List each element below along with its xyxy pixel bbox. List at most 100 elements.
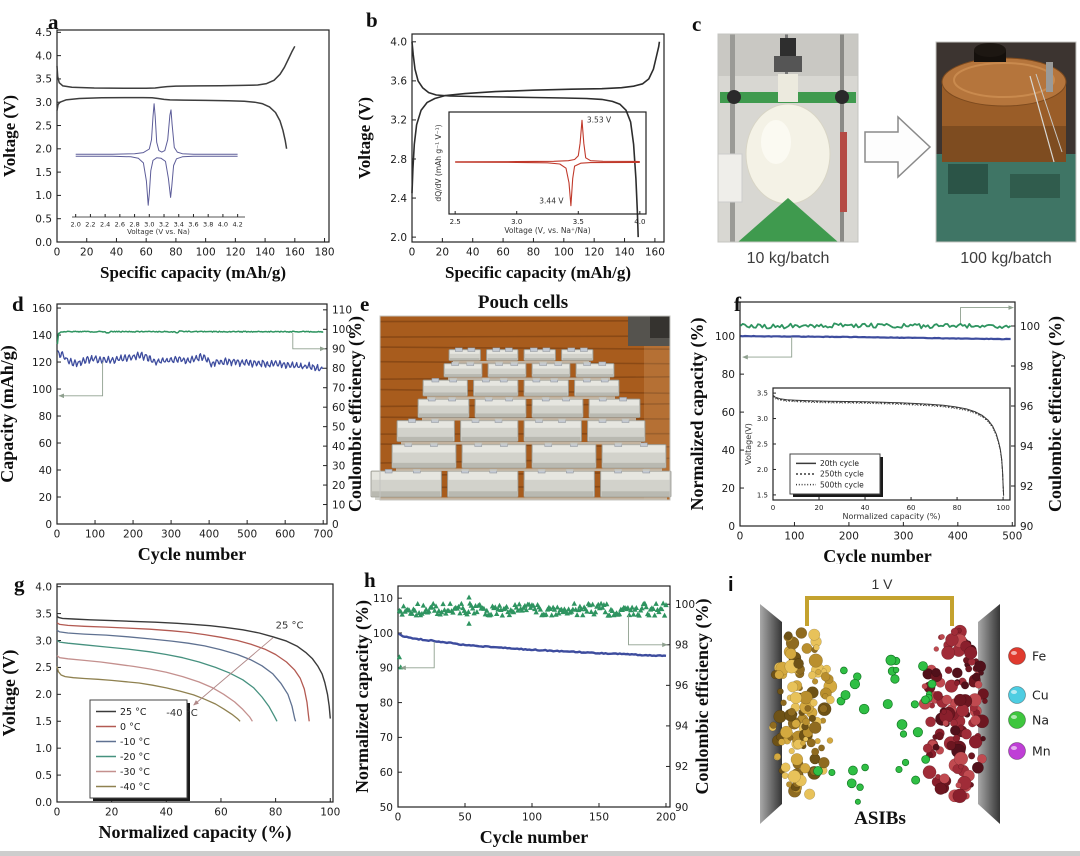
svg-text:50: 50 — [332, 421, 345, 433]
svg-text:0: 0 — [409, 247, 416, 259]
panel-letter-e: e — [360, 292, 370, 316]
series-cycle-250 — [772, 395, 1005, 496]
series-coulombic-efficiency — [397, 594, 669, 670]
svg-text:20: 20 — [436, 247, 449, 259]
svg-text:110: 110 — [332, 305, 352, 317]
svg-text:1.0: 1.0 — [35, 190, 52, 202]
element-legend: Fe Cu Na Mn — [1008, 647, 1051, 760]
svg-text:3.0: 3.0 — [511, 218, 522, 226]
svg-text:0.5: 0.5 — [35, 213, 52, 225]
svg-text:2.5: 2.5 — [35, 662, 52, 674]
svg-text:Normalized capacity (%): Normalized capacity (%) — [356, 600, 373, 793]
svg-text:Coulombic efficiency (%): Coulombic efficiency (%) — [1045, 316, 1066, 512]
panel-letter-b: b — [366, 8, 378, 32]
svg-text:80: 80 — [169, 247, 182, 259]
svg-text:1.5: 1.5 — [757, 491, 768, 499]
svg-text:120: 120 — [225, 247, 245, 259]
svg-text:3.2: 3.2 — [390, 115, 407, 127]
svg-text:-40 °C: -40 °C — [120, 782, 150, 793]
svg-text:Voltage (V, vs. Na⁺/Na): Voltage (V, vs. Na⁺/Na) — [504, 226, 590, 235]
svg-text:-40 °C: -40 °C — [166, 708, 198, 719]
svg-text:30: 30 — [332, 460, 345, 472]
caption-100kg-batch: 100 kg/batch — [960, 250, 1052, 267]
chart-a-voltage-vs-capacity: 0 20 40 60 80 100 120 140 160 1800.00.51.01.52.02… — [0, 27, 335, 282]
svg-text:100: 100 — [996, 504, 1009, 512]
chart-f: 0 100 200 300 400 500020406080100909294969810… — [690, 301, 1066, 564]
series-cathodic — [75, 155, 238, 206]
svg-text:80: 80 — [953, 504, 962, 512]
circuit-wire — [805, 596, 954, 626]
panel-letter-g: g — [14, 572, 25, 596]
svg-text:3.44 V: 3.44 V — [539, 197, 564, 206]
svg-text:100: 100 — [373, 628, 393, 640]
panel-letter-d: d — [12, 292, 24, 316]
svg-text:700: 700 — [313, 529, 333, 541]
svg-text:0: 0 — [332, 519, 339, 531]
svg-text:3.5: 3.5 — [35, 608, 52, 620]
svg-text:-20 °C: -20 °C — [120, 752, 150, 763]
svg-text:180: 180 — [315, 247, 335, 259]
svg-text:2.8: 2.8 — [390, 154, 407, 166]
svg-text:Voltage (V): Voltage (V) — [0, 650, 20, 737]
svg-text:Voltage(V): Voltage(V) — [744, 423, 753, 465]
svg-text:0: 0 — [395, 812, 402, 824]
panel-letter-h: h — [364, 568, 376, 592]
svg-text:2.2: 2.2 — [85, 221, 95, 229]
chart-a-inset0: 2.0 2.2 2.4 2.6 2.8 3.0 3.2 3.4 3.6 3.8 4.0 4.2 Volt… — [71, 103, 245, 236]
svg-text:2.5: 2.5 — [450, 218, 461, 226]
bottom-divider — [0, 851, 1080, 856]
series-t-30 — [56, 655, 253, 722]
svg-text:Normalized capacity (%): Normalized capacity (%) — [842, 512, 940, 521]
legend: 25 °C 0 °C -10 °C -20 °C -30 °C -40 °C — [89, 699, 190, 801]
svg-text:400: 400 — [948, 531, 968, 543]
svg-text:2.0: 2.0 — [390, 232, 407, 244]
svg-text:4.0: 4.0 — [390, 37, 407, 49]
svg-text:94: 94 — [1020, 441, 1034, 453]
chart-h: 0 50 100 150 2005060708090100110909294969810… — [356, 585, 713, 847]
svg-text:140: 140 — [255, 247, 275, 259]
svg-text:10: 10 — [332, 499, 345, 511]
svg-text:4.0: 4.0 — [218, 221, 228, 229]
svg-text:100: 100 — [85, 529, 105, 541]
svg-text:40: 40 — [332, 441, 345, 453]
svg-text:160: 160 — [645, 247, 665, 259]
svg-text:60: 60 — [722, 407, 735, 419]
svg-text:90: 90 — [380, 663, 393, 675]
series-normalized-capacity — [740, 334, 1011, 341]
svg-text:100: 100 — [522, 812, 542, 824]
svg-text:2.5: 2.5 — [757, 441, 768, 449]
svg-text:160: 160 — [285, 247, 305, 259]
series-charge — [411, 41, 661, 194]
svg-text:90: 90 — [1020, 521, 1033, 533]
svg-text:3.4: 3.4 — [174, 221, 184, 229]
svg-text:500th cycle: 500th cycle — [820, 480, 864, 489]
series-coulombic-efficiency — [56, 330, 324, 345]
pouch-cells-photo-art — [370, 315, 672, 501]
svg-text:60: 60 — [39, 438, 52, 450]
svg-text:3.6: 3.6 — [390, 76, 407, 88]
svg-text:90: 90 — [675, 802, 688, 814]
svg-text:Cycle number: Cycle number — [138, 544, 246, 564]
svg-text:500: 500 — [237, 529, 257, 541]
svg-text:80: 80 — [527, 247, 540, 259]
panel-letter-a: a — [48, 10, 59, 34]
svg-text:50: 50 — [458, 812, 471, 824]
svg-text:1.0: 1.0 — [35, 743, 52, 755]
svg-text:2.5: 2.5 — [35, 120, 52, 132]
svg-text:Voltage (V): Voltage (V) — [0, 95, 19, 177]
svg-text:60: 60 — [214, 807, 227, 819]
svg-text:Cycle number: Cycle number — [480, 827, 588, 847]
svg-text:250th cycle: 250th cycle — [820, 470, 864, 479]
series-anodic — [75, 103, 238, 155]
svg-text:20th cycle: 20th cycle — [820, 459, 859, 468]
svg-text:3.0: 3.0 — [144, 221, 154, 229]
svg-text:94: 94 — [675, 721, 689, 733]
svg-text:Mn: Mn — [1032, 744, 1051, 759]
svg-text:Normalized capacity (%): Normalized capacity (%) — [99, 822, 292, 843]
svg-text:500: 500 — [1002, 531, 1022, 543]
svg-text:-10 °C: -10 °C — [120, 737, 150, 748]
svg-text:160: 160 — [32, 303, 52, 315]
svg-text:1.5: 1.5 — [35, 167, 52, 179]
svg-text:2.4: 2.4 — [390, 193, 407, 205]
svg-text:3.6: 3.6 — [188, 221, 198, 229]
